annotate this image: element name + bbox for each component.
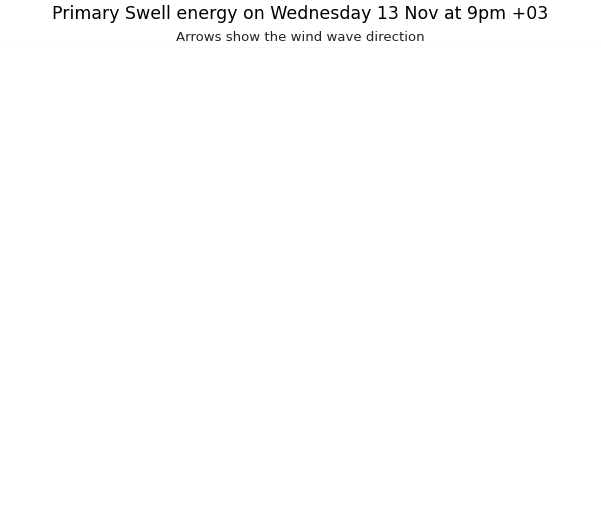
Text: Arrows show the wind wave direction: Arrows show the wind wave direction (176, 30, 425, 44)
Text: Primary Swell energy on Wednesday 13 Nov at 9pm +03: Primary Swell energy on Wednesday 13 Nov… (52, 5, 549, 23)
Text: cartopy error:
No module named 'cartopy': cartopy error: No module named 'cartopy' (233, 267, 368, 288)
